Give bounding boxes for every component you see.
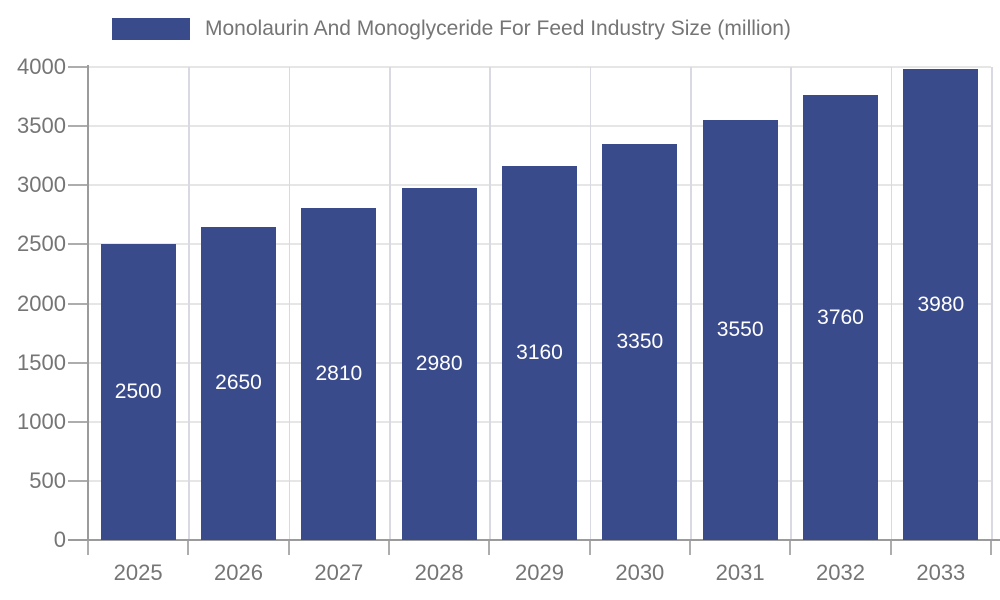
y-tick-label: 4000	[17, 54, 66, 79]
x-tick-label: 2028	[414, 560, 464, 585]
y-tick-label: 3500	[17, 113, 66, 139]
bar-value-label: 3760	[817, 305, 864, 329]
y-tick-label: 0	[53, 527, 66, 552]
y-tick-label: 1500	[17, 349, 66, 375]
y-tick	[68, 66, 88, 68]
y-tick-label: 3000	[17, 172, 66, 198]
bar	[301, 207, 377, 540]
y-gridline	[88, 66, 991, 68]
y-tick	[68, 479, 88, 482]
y-tick	[68, 184, 88, 187]
x-tick	[889, 540, 892, 555]
y-tick-label: 1000	[17, 408, 66, 434]
x-gridline	[890, 67, 893, 540]
x-gridline	[288, 67, 291, 540]
x-tick-label: 2029	[515, 560, 564, 585]
bar-value-label: 3350	[616, 329, 664, 353]
x-gridline	[790, 67, 792, 540]
bar-value-label: 3160	[516, 341, 563, 365]
x-axis-line	[68, 539, 1000, 541]
y-gridline	[88, 125, 991, 128]
x-tick-label: 2025	[113, 560, 163, 585]
bar	[501, 166, 578, 540]
legend-label: Monolaurin And Monoglyceride For Feed In…	[205, 17, 791, 40]
y-tick-label: 2000	[17, 290, 66, 316]
legend-item[interactable]: Monolaurin And Monoglyceride For Feed In…	[112, 17, 791, 41]
x-tick-label: 2031	[715, 560, 765, 585]
x-tick-label: 2032	[816, 560, 865, 585]
y-tick	[68, 420, 88, 423]
y-tick-label: 2500	[17, 231, 66, 257]
x-tick-label: 2027	[314, 560, 364, 585]
bar	[802, 95, 879, 540]
bar-value-label: 3980	[917, 292, 965, 316]
bar-value-label: 3550	[716, 318, 764, 342]
y-axis-line	[87, 65, 89, 540]
bar-value-label: 2650	[215, 371, 262, 395]
x-tick	[388, 540, 390, 555]
bar	[100, 244, 176, 540]
bar	[702, 120, 778, 540]
legend-swatch	[112, 18, 190, 40]
y-tick	[68, 302, 88, 305]
bar	[903, 69, 979, 540]
y-tick-label: 500	[29, 467, 66, 493]
x-tick	[187, 540, 190, 555]
x-tick-label: 2033	[916, 560, 966, 585]
x-tick	[287, 540, 290, 555]
x-gridline	[991, 67, 993, 540]
x-tick-label: 2026	[214, 560, 263, 585]
bar-value-label: 2810	[315, 361, 363, 385]
x-tick	[488, 540, 491, 555]
x-tick	[689, 540, 691, 555]
y-tick	[68, 361, 88, 364]
x-tick	[588, 540, 591, 555]
x-tick	[990, 540, 992, 555]
bar	[401, 187, 477, 540]
bar-value-label: 2500	[114, 380, 162, 404]
x-tick	[789, 540, 792, 555]
bar	[200, 226, 277, 540]
y-tick	[68, 243, 88, 246]
x-gridline	[188, 67, 190, 540]
y-tick	[68, 125, 88, 128]
x-gridline	[489, 67, 491, 540]
x-tick	[87, 540, 89, 555]
bar-value-label: 2980	[415, 351, 463, 375]
bar	[602, 143, 678, 540]
x-gridline	[589, 67, 592, 540]
x-gridline	[690, 67, 692, 540]
x-gridline	[389, 67, 391, 540]
x-tick-label: 2030	[615, 560, 665, 585]
